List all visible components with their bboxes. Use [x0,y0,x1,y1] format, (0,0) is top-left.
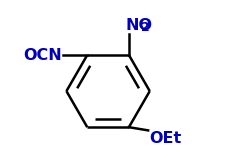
Text: OCN: OCN [24,48,63,63]
Text: NO: NO [126,18,153,33]
Text: 2: 2 [142,21,150,34]
Text: OEt: OEt [149,131,181,146]
